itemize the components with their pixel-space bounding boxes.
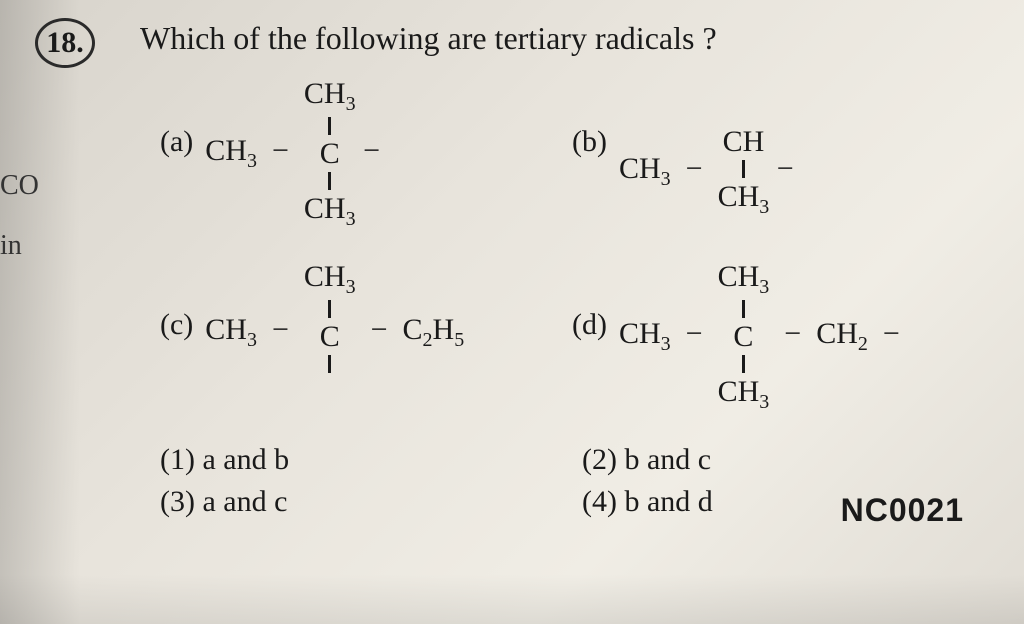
c-left: CH3 [205,313,257,346]
a-tail: − [363,134,380,167]
answer-choices: (1) a and b (2) b and c (3) a and c (4) … [160,443,924,519]
a-center-column: CH3 C CH3 [304,77,356,230]
structure-b: CH3 − CH CH3 − [619,125,794,218]
b-bottom: CH3 [718,180,770,218]
bond-icon: − [363,313,395,346]
option-d: (d) CH3 − CH3 C CH3 − CH2 − [572,260,924,413]
answer-1: (1) a and b [160,443,502,477]
d-center-column: CH3 C CH3 [718,260,770,413]
option-d-label: (d) [572,308,607,342]
d-top: CH3 [718,260,770,298]
option-a: (a) CH3 − CH3 C CH3 − [160,77,512,230]
margin-co: CO [0,170,39,202]
d-center: C [733,320,753,353]
d-right: CH2 [816,317,868,350]
option-a-label: (a) [160,125,193,159]
bond-icon: − [777,317,809,350]
a-center: C [320,137,340,170]
bond-icon [328,172,331,190]
answer-3: (3) a and c [160,485,502,519]
bond-icon [742,160,745,178]
bond-icon: − [264,313,296,346]
answer-2: (2) b and c [582,443,924,477]
option-b: (b) CH3 − CH CH3 − [572,125,924,230]
b-tail: − [777,152,794,185]
bond-icon [328,355,331,373]
d-bottom: CH3 [718,375,770,413]
d-tail: − [875,317,899,350]
bond-icon [328,300,331,318]
structure-c: CH3 − CH3 C − C2H5 [205,260,464,405]
structure-d: CH3 − CH3 C CH3 − CH2 − [619,260,900,413]
a-left: CH3 [205,134,257,167]
b-center-column: CH CH3 [718,125,770,218]
bond-icon: − [678,317,710,350]
c-right: C2H5 [403,313,465,346]
question-code: NC0021 [841,492,964,529]
b-left: CH3 [619,152,671,185]
bond-icon [742,355,745,373]
option-c-label: (c) [160,308,193,342]
a-bottom: CH3 [304,192,356,230]
structure-a: CH3 − CH3 C CH3 − [205,77,380,230]
structure-options: (a) CH3 − CH3 C CH3 − (b) [160,77,924,413]
margin-in: in [0,230,22,262]
c-center-column: CH3 C [304,260,356,405]
bond-icon: − [264,134,296,167]
b-center: CH [723,125,765,158]
bond-icon [742,300,745,318]
page: 18. Which of the following are tertiary … [0,0,1024,539]
bond-icon: − [678,152,710,185]
question-number: 18. [46,26,84,60]
question-text: Which of the following are tertiary radi… [140,20,984,57]
c-top: CH3 [304,260,356,298]
option-b-label: (b) [572,125,607,159]
a-top: CH3 [304,77,356,115]
d-left: CH3 [619,317,671,350]
c-center: C [320,320,340,353]
option-c: (c) CH3 − CH3 C − C2H5 [160,260,512,413]
question-number-circle: 18. [35,18,95,68]
bond-icon [328,117,331,135]
